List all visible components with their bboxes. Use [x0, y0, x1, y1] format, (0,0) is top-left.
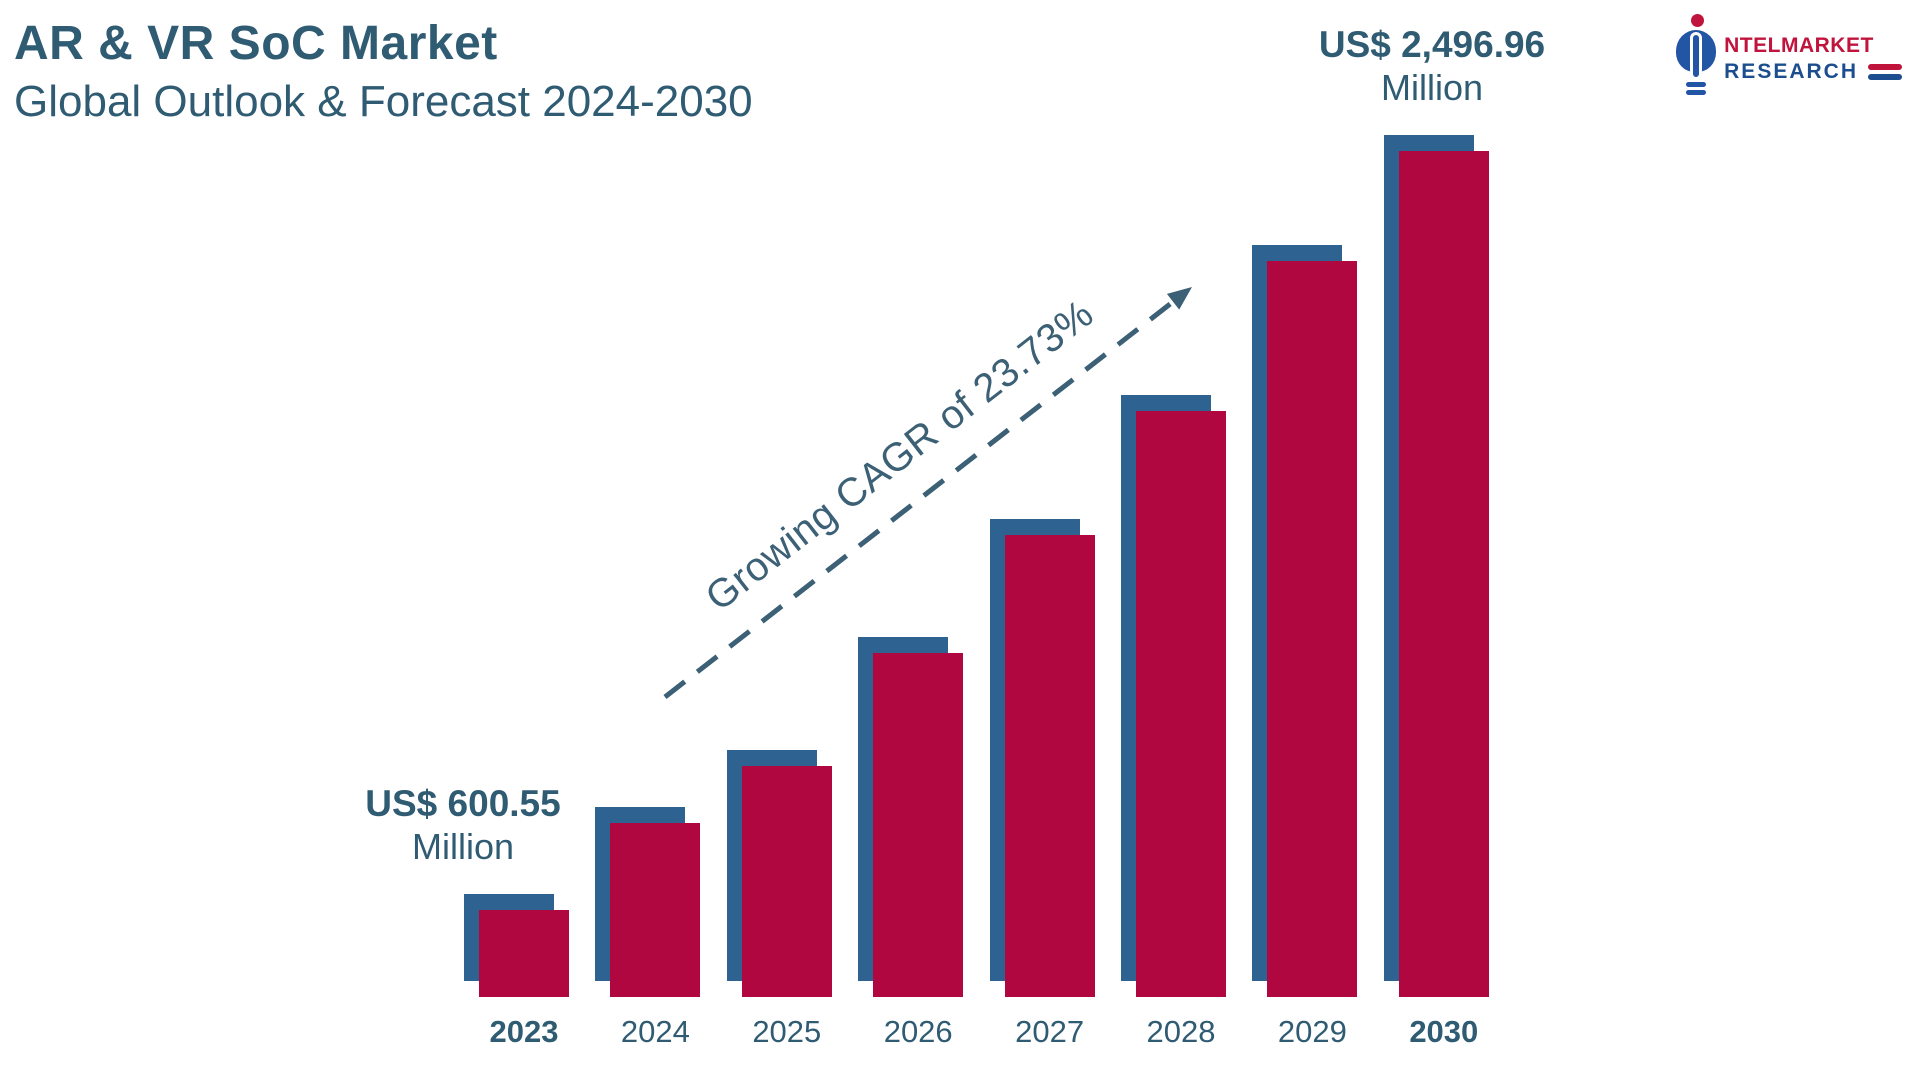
- value-label-2023: US$ 600.55 Million: [333, 783, 593, 869]
- category-label-2029: 2029: [1277, 1014, 1347, 1049]
- value-2023-unit: Million: [411, 826, 515, 867]
- page-subtitle: Global Outlook & Forecast 2024-2030: [14, 77, 753, 126]
- logo-wordmark-line1: NTELMARKET: [1724, 34, 1874, 57]
- category-label-2026: 2026: [883, 1014, 953, 1049]
- bar-2024: [610, 823, 701, 997]
- bar-2029: [1267, 261, 1358, 997]
- value-2030-unit: Million: [1380, 67, 1484, 108]
- value-2023: US$ 600.55: [365, 783, 561, 824]
- category-label-2030: 2030: [1409, 1014, 1479, 1049]
- logo-text: NTELMARKET RESEARCH: [1724, 34, 1902, 84]
- category-label-2028: 2028: [1146, 1014, 1216, 1049]
- category-label-2025: 2025: [752, 1014, 822, 1049]
- bar-2023: [479, 910, 569, 997]
- bar-2030: [1398, 151, 1489, 997]
- intelmarket-research-logo: NTELMARKET RESEARCH: [1674, 8, 1902, 100]
- page-title: AR & VR SoC Market: [14, 17, 498, 70]
- category-label-2027: 2027: [1015, 1014, 1085, 1049]
- value-2030: US$ 2,496.96: [1318, 24, 1546, 65]
- value-label-2030: US$ 2,496.96 Million: [1302, 24, 1562, 110]
- lightbulb-icon: [1674, 8, 1718, 100]
- logo-flag-icon: [1868, 64, 1902, 80]
- bar-2025: [741, 766, 832, 997]
- bar-2027: [1004, 535, 1095, 997]
- category-label-2023: 2023: [489, 1014, 559, 1049]
- bar-2028: [1136, 411, 1226, 997]
- header: AR & VR SoC Market Global Outlook & Fore…: [14, 16, 753, 128]
- category-label-2024: 2024: [620, 1014, 690, 1049]
- bar-2026: [873, 653, 964, 997]
- logo-wordmark-line2: RESEARCH: [1724, 60, 1858, 83]
